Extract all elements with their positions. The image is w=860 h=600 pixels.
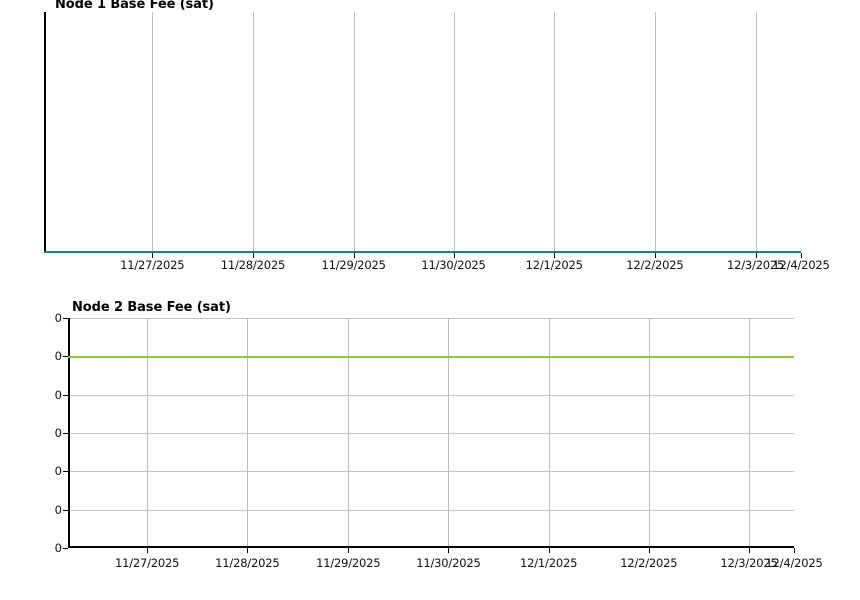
y-axis-tick-label: 0 <box>54 502 62 517</box>
y-tick-mark <box>63 471 68 473</box>
y-tick-mark <box>63 394 68 396</box>
x-tick-mark <box>453 253 455 258</box>
x-tick-mark <box>147 548 149 553</box>
gridline-vertical <box>252 12 254 253</box>
x-axis-tick-label: 11/30/2025 <box>421 258 486 272</box>
gridline-vertical <box>548 318 550 548</box>
x-axis-tick-label: 11/27/2025 <box>120 258 185 272</box>
x-axis-tick-label: 11/29/2025 <box>316 556 381 570</box>
page-title-node2: Node 2 Base Fee (sat) <box>72 300 231 315</box>
x-tick-mark <box>748 548 750 553</box>
y-tick-mark <box>63 356 68 358</box>
gridline-vertical <box>648 318 650 548</box>
y-axis-labels-node2: 0 0 0 0 0 0 0 <box>40 311 62 555</box>
x-axis-tick-label: 12/2/2025 <box>626 258 684 272</box>
y-axis-line-node1 <box>44 12 46 253</box>
gridline-horizontal <box>68 509 794 511</box>
gridline-vertical <box>554 12 556 253</box>
gridline-vertical <box>748 318 750 548</box>
x-axis-tick-label: 12/4/2025 <box>772 258 830 272</box>
gridline-vertical <box>147 318 149 548</box>
y-tick-mark <box>63 548 68 549</box>
x-tick-mark <box>252 253 254 258</box>
gridline-horizontal <box>68 433 794 434</box>
page-title-node1: Node 1 Base Fee (sat) <box>55 0 214 12</box>
y-axis-tick-label: 0 <box>54 311 62 325</box>
y-axis-tick-label: 0 <box>54 464 62 479</box>
gridline-horizontal <box>68 394 794 396</box>
x-axis-tick-label: 11/28/2025 <box>215 556 280 570</box>
y-tick-mark <box>63 509 68 511</box>
gridline-vertical <box>654 12 656 253</box>
x-tick-mark <box>755 253 757 258</box>
series-line-node1 <box>44 251 801 253</box>
x-axis-tick-label: 12/1/2025 <box>525 258 583 272</box>
chart-panel-node2: Node 2 Base Fee (sat) 0 0 0 0 0 0 0 11/27/2025… <box>0 292 860 600</box>
x-tick-mark <box>448 548 450 553</box>
y-axis-tick-label: 0 <box>54 426 62 440</box>
y-axis-tick-label: 0 <box>54 387 62 402</box>
gridline-vertical <box>152 12 154 253</box>
gridline-vertical <box>247 318 249 548</box>
y-axis-tick-label: 0 <box>54 541 62 555</box>
x-tick-mark <box>654 253 656 258</box>
x-axis-tick-label: 11/28/2025 <box>220 258 286 272</box>
x-tick-mark <box>348 548 350 553</box>
x-tick-mark <box>152 253 154 258</box>
x-axis-tick-label: 11/27/2025 <box>114 556 180 570</box>
x-tick-mark <box>353 253 355 258</box>
plot-area-node2 <box>63 318 795 553</box>
series-line-node2 <box>68 356 794 359</box>
gridline-vertical <box>755 12 757 253</box>
x-axis-tick-label: 12/4/2025 <box>765 556 823 570</box>
x-axis-tick-label: 12/1/2025 <box>520 556 578 570</box>
gridline-horizontal <box>68 318 794 319</box>
gridline-horizontal <box>68 471 794 473</box>
gridline-vertical <box>348 318 350 548</box>
x-axis-line-node2 <box>68 546 794 548</box>
gridline-vertical <box>353 12 355 253</box>
y-axis-tick-label: 0 <box>54 349 62 364</box>
gridline-vertical <box>448 318 450 548</box>
x-axis-tick-label: 11/30/2025 <box>416 556 481 570</box>
x-tick-mark <box>648 548 650 553</box>
x-tick-mark <box>548 548 550 553</box>
y-tick-mark <box>63 318 68 319</box>
y-tick-mark <box>63 433 68 434</box>
chart-panel-node1: Node 1 Base Fee (sat) 11/27/2025 11/28/20… <box>0 0 860 292</box>
x-tick-mark <box>794 548 795 553</box>
x-axis-tick-label: 12/2/2025 <box>620 556 678 570</box>
y-axis-line-node2 <box>68 318 70 548</box>
x-axis-tick-label: 12/3/2025 <box>720 556 778 570</box>
x-tick-mark <box>247 548 249 553</box>
x-tick-mark <box>554 253 556 258</box>
x-tick-mark <box>801 253 802 258</box>
x-axis-tick-label: 12/3/2025 <box>726 258 785 272</box>
plot-area-node1 <box>44 12 802 258</box>
x-axis-tick-label: 11/29/2025 <box>321 258 386 272</box>
gridline-vertical <box>453 12 455 253</box>
